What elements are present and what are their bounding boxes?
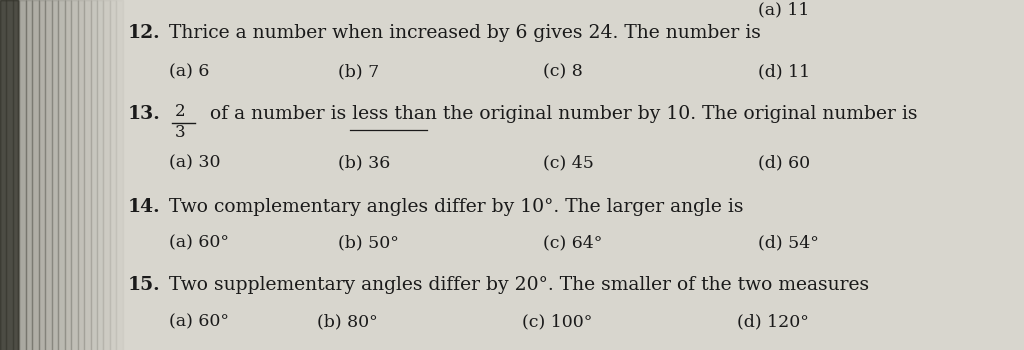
Text: (b) 36: (b) 36 xyxy=(338,154,390,171)
Text: 15.: 15. xyxy=(128,276,161,294)
Bar xyxy=(97,0,103,350)
Bar xyxy=(19,0,26,350)
Text: (a) 6: (a) 6 xyxy=(169,63,209,80)
Bar xyxy=(13,0,19,350)
Text: (c) 8: (c) 8 xyxy=(543,63,583,80)
Bar xyxy=(65,0,71,350)
Text: Two supplementary angles differ by 20°. The smaller of the two measures: Two supplementary angles differ by 20°. … xyxy=(169,276,869,294)
Text: (c) 100°: (c) 100° xyxy=(522,313,593,330)
Bar xyxy=(71,0,78,350)
Bar xyxy=(45,0,52,350)
Text: 14.: 14. xyxy=(128,198,161,216)
Bar xyxy=(52,0,58,350)
Text: 2: 2 xyxy=(175,103,185,120)
Text: (b) 80°: (b) 80° xyxy=(317,313,378,330)
Bar xyxy=(6,0,13,350)
Text: (d) 54°: (d) 54° xyxy=(758,234,818,252)
Text: of a number is less than the original number by 10. The original number is: of a number is less than the original nu… xyxy=(210,105,918,123)
Bar xyxy=(110,0,117,350)
Text: (a) 11: (a) 11 xyxy=(758,2,809,19)
Text: (b) 7: (b) 7 xyxy=(338,63,379,80)
Bar xyxy=(103,0,110,350)
Text: Two complementary angles differ by 10°. The larger angle is: Two complementary angles differ by 10°. … xyxy=(169,198,743,216)
Bar xyxy=(117,0,123,350)
Bar xyxy=(78,0,84,350)
Text: (a) 60°: (a) 60° xyxy=(169,234,229,252)
Text: (c) 64°: (c) 64° xyxy=(543,234,602,252)
Text: (d) 120°: (d) 120° xyxy=(737,313,809,330)
Bar xyxy=(90,0,97,350)
Text: 12.: 12. xyxy=(128,25,161,42)
Bar xyxy=(0,0,18,350)
Text: (c) 45: (c) 45 xyxy=(543,154,594,171)
Bar xyxy=(84,0,90,350)
Bar xyxy=(26,0,33,350)
Bar xyxy=(58,0,65,350)
Text: Thrice a number when increased by 6 gives 24. The number is: Thrice a number when increased by 6 give… xyxy=(169,25,761,42)
Bar xyxy=(39,0,45,350)
Text: (d) 60: (d) 60 xyxy=(758,154,810,171)
Text: (b) 50°: (b) 50° xyxy=(338,234,398,252)
Text: (d) 11: (d) 11 xyxy=(758,63,810,80)
Bar xyxy=(0,0,6,350)
Text: 13.: 13. xyxy=(128,105,161,123)
Text: (a) 30: (a) 30 xyxy=(169,154,220,171)
Text: (a) 60°: (a) 60° xyxy=(169,313,229,330)
Text: 3: 3 xyxy=(175,124,185,141)
Bar xyxy=(33,0,39,350)
